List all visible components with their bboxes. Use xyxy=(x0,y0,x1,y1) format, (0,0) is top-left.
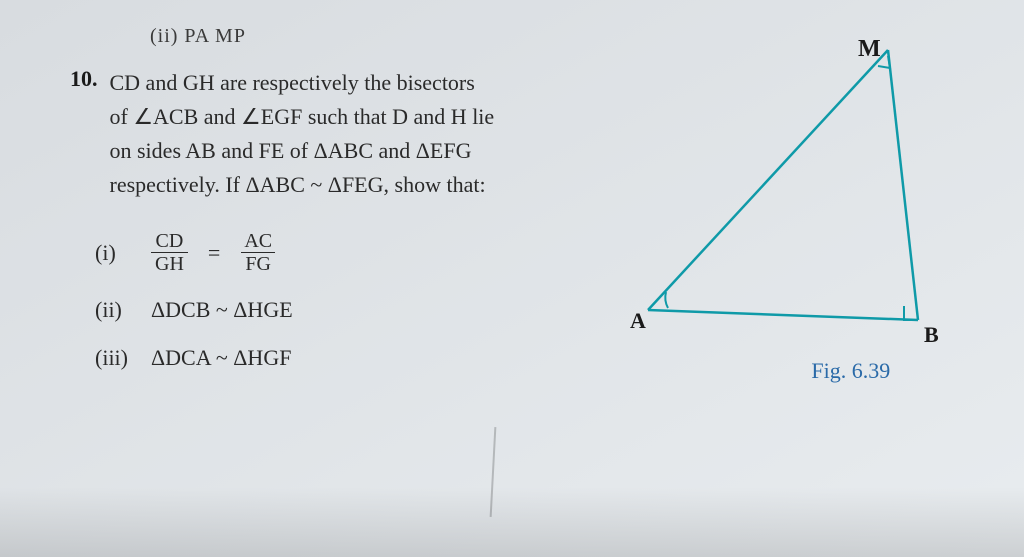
page-curl xyxy=(489,427,496,517)
previous-fragment: (ii) PA MP xyxy=(150,25,628,48)
fraction-num: AC xyxy=(240,230,276,252)
figure-column: M A B Fig. 6.39 xyxy=(628,20,994,393)
problem-text: CD and GH are respectively the bisectors… xyxy=(110,66,495,202)
fraction-cd-gh: CD GH xyxy=(151,230,188,275)
sub-label-ii: (ii) xyxy=(95,297,139,323)
sub-text-iii: ΔDCA ~ ΔHGF xyxy=(151,345,291,371)
svg-text:B: B xyxy=(924,322,939,347)
fraction-ac-fg: AC FG xyxy=(240,230,276,275)
sub-items: (i) CD GH = AC FG (ii) ΔDCB ~ ΔHGE (iii)… xyxy=(95,230,628,371)
problem-number: 10. xyxy=(70,66,98,202)
sub-label-i: (i) xyxy=(95,240,139,266)
fraction-den: FG xyxy=(241,252,275,275)
sub-item-ii: (ii) ΔDCB ~ ΔHGE xyxy=(95,297,628,323)
equals-sign: = xyxy=(208,240,220,266)
sub-text-ii: ΔDCB ~ ΔHGE xyxy=(151,297,293,323)
problem-line-3: on sides AB and FE of ΔABC and ΔEFG xyxy=(110,138,472,163)
triangle-figure: M A B xyxy=(628,30,968,350)
fraction-num: CD xyxy=(152,230,188,252)
problem-line-1: CD and GH are respectively the bisectors xyxy=(110,70,475,95)
text-column: (ii) PA MP 10. CD and GH are respectivel… xyxy=(30,20,628,393)
sub-label-iii: (iii) xyxy=(95,345,139,371)
problem-line-2: of ∠ACB and ∠EGF such that D and H lie xyxy=(110,104,495,129)
sub-item-i: (i) CD GH = AC FG xyxy=(95,230,628,275)
svg-text:A: A xyxy=(630,308,646,333)
page-shadow xyxy=(0,487,1024,557)
figure-caption: Fig. 6.39 xyxy=(708,358,994,384)
problem-statement: 10. CD and GH are respectively the bisec… xyxy=(70,66,628,202)
fraction-den: GH xyxy=(151,252,188,275)
problem-line-4: respectively. If ΔABC ~ ΔFEG, show that: xyxy=(110,172,486,197)
svg-text:M: M xyxy=(858,36,881,62)
sub-item-iii: (iii) ΔDCA ~ ΔHGF xyxy=(95,345,628,371)
